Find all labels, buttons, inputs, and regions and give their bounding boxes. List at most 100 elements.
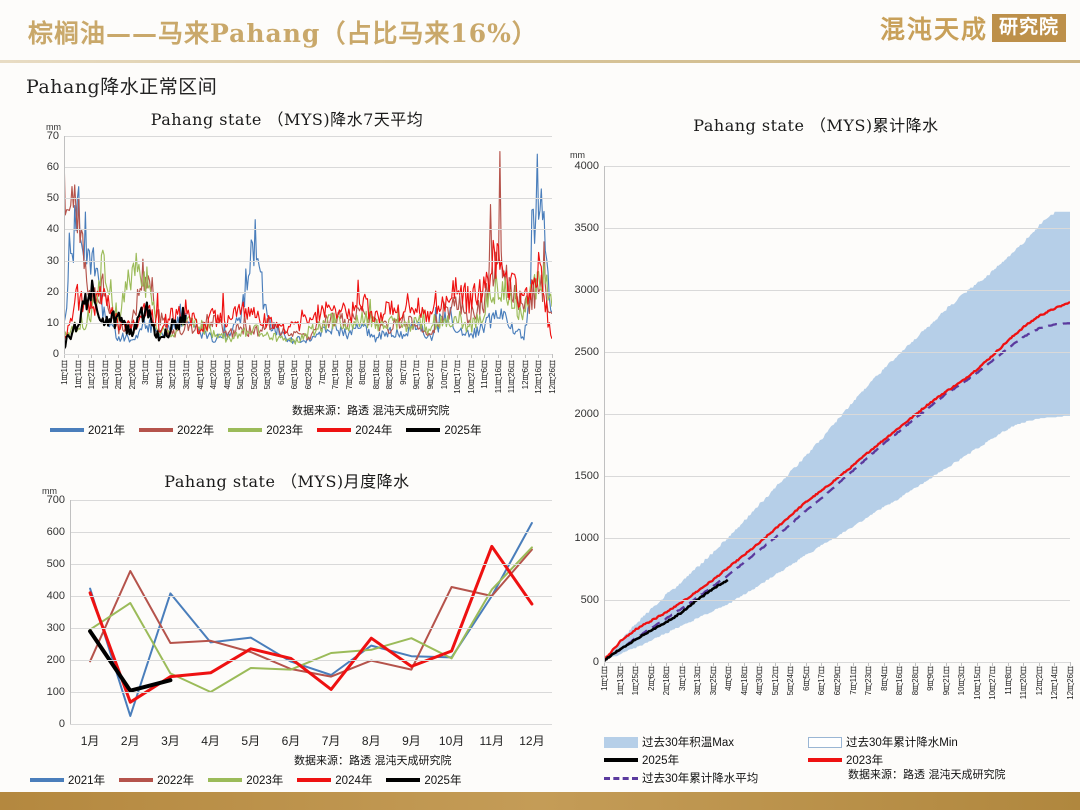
x-axis-tick [945,662,947,666]
legend-cumulative-col2-row2: 2023年 [808,752,897,768]
x-axis-tick-label: 5月10日 [236,360,246,390]
x-axis-tick-label: 11月16日 [493,360,503,394]
legend-swatch [604,776,638,780]
legend-item[interactable]: 2025年 [386,772,461,788]
legend-item[interactable]: 2022年 [119,772,194,788]
x-axis-tick-label: 4月30日 [222,360,232,390]
legend-item[interactable]: 过去30年累计降水平均 [604,770,758,786]
legend-label: 2023年 [246,775,284,787]
x-axis-tick-label: 1月1日 [600,666,609,691]
x-axis-tick-label: 9月7日 [398,360,408,385]
x-axis-tick [805,662,807,666]
x-axis-tick-label: 12月16日 [534,360,544,394]
x-axis-tick-label: 5月 [241,734,261,748]
x-axis-tick-label: 6月19日 [290,360,300,390]
legend-label: 2023年 [266,425,304,437]
legend-item[interactable]: 2023年 [808,752,883,768]
x-axis-tick [321,354,323,358]
section-subtitle: Pahang降水正常区间 [26,76,218,98]
y-axis-tick-label: 30 [46,254,59,267]
x-axis-tick [635,662,637,666]
x-axis-tick-label: 9月21日 [941,666,951,696]
legend-item[interactable]: 2021年 [50,422,125,438]
legend-item[interactable]: 2025年 [406,422,481,438]
y-axis-tick-label: 100 [46,686,65,698]
legend-item[interactable]: 2025年 [604,752,679,768]
gridline [604,600,1070,601]
legend-label: 2025年 [642,755,680,767]
x-axis-tick-label: 1月 [80,734,100,748]
x-axis-tick [457,354,459,358]
x-axis-tick-label: 10月27日 [466,360,476,394]
chart-title-monthly: Pahang state （MYS)月度降水 [164,472,410,491]
legend-item[interactable]: 2024年 [317,422,392,438]
legend-item[interactable]: 过去30年积温Max [604,734,734,750]
legend-item[interactable]: 2022年 [139,422,214,438]
x-axis-tick-label: 8月18日 [371,360,381,390]
legend-cumulative-row2: 2025年 [604,752,693,768]
legend-item[interactable]: 2023年 [208,772,283,788]
x-axis-tick-label: 9月 [402,734,421,748]
legend-item[interactable]: 2024年 [297,772,372,788]
x-axis-tick [389,354,391,358]
x-axis-tick [131,354,133,358]
series-line-2025年 [64,279,187,350]
chart-svg [88,522,534,717]
x-axis-tick [294,354,296,358]
series-line-2021年 [64,153,552,345]
legend-label: 2021年 [68,775,106,787]
x-axis-tick-label: 4月20日 [209,360,219,390]
x-axis-tick-label: 10月15日 [972,666,982,700]
x-axis-tick [1023,662,1025,666]
x-axis-tick [348,354,350,358]
x-axis-tick-label: 1月25日 [631,666,641,696]
y-axis-tick-label: 0 [592,656,599,668]
x-axis-tick [650,662,652,666]
y-axis-tick-label: 40 [46,223,59,236]
legend-item[interactable]: 过去30年累计降水Min [808,734,958,750]
plot-area-monthly [70,500,552,724]
x-axis-tick-label: 7月23日 [864,666,874,696]
x-axis-tick-label: 3月25日 [708,666,718,696]
y-axis-tick-label: 2000 [574,408,599,420]
x-axis-tick [226,354,228,358]
x-axis-tick-label: 5月12日 [770,666,780,696]
gridline [64,198,552,200]
x-axis-tick-label: 10月3日 [957,666,967,696]
x-axis-tick-label: 12月14日 [1050,666,1060,700]
legend-swatch [228,428,263,432]
y-axis-line [604,166,605,662]
legend-swatch [808,736,842,748]
x-axis-tick [280,354,282,358]
y-axis-tick-label: 20 [46,285,59,298]
legend-item[interactable]: 2021年 [30,772,105,788]
source-note-monthly: 数据来源：路透 混沌天成研究院 [294,754,452,767]
x-axis-tick-label: 7月29日 [344,360,354,390]
x-axis-tick [697,662,699,666]
x-axis-tick-label: 3月 [161,734,180,748]
legend-swatch [297,778,332,782]
gridline [70,500,552,501]
legend-swatch [604,758,638,762]
y-axis-tick-label: 60 [46,161,59,174]
gridline [70,564,552,565]
legend-item[interactable]: 2023年 [228,422,303,438]
x-axis-tick-label: 2月20日 [127,360,137,390]
legend-swatch [139,428,174,432]
gridline [604,662,1070,663]
x-axis-tick [497,354,499,358]
y-axis-tick-label: 10 [46,316,59,329]
x-axis-tick-label: 9月17日 [412,360,422,390]
gridline [64,354,552,355]
x-axis-tick [145,354,147,358]
x-axis-tick [186,354,187,358]
x-axis-tick-label: 6月9日 [276,360,286,385]
gridline [604,166,1070,167]
gridline [64,322,552,324]
gridline [70,628,552,629]
chart-cumulative-precipitation: Pahang state （MYS)累计降水 mm 1月1日 1月13日 1月25日… [558,104,1075,794]
series-line-30y-mean [604,322,1070,662]
x-axis-tick-label: 4月30日 [755,666,765,696]
y-axis-tick-label: 3500 [574,222,599,234]
x-axis-tick-label: 1月1日 [60,360,69,385]
